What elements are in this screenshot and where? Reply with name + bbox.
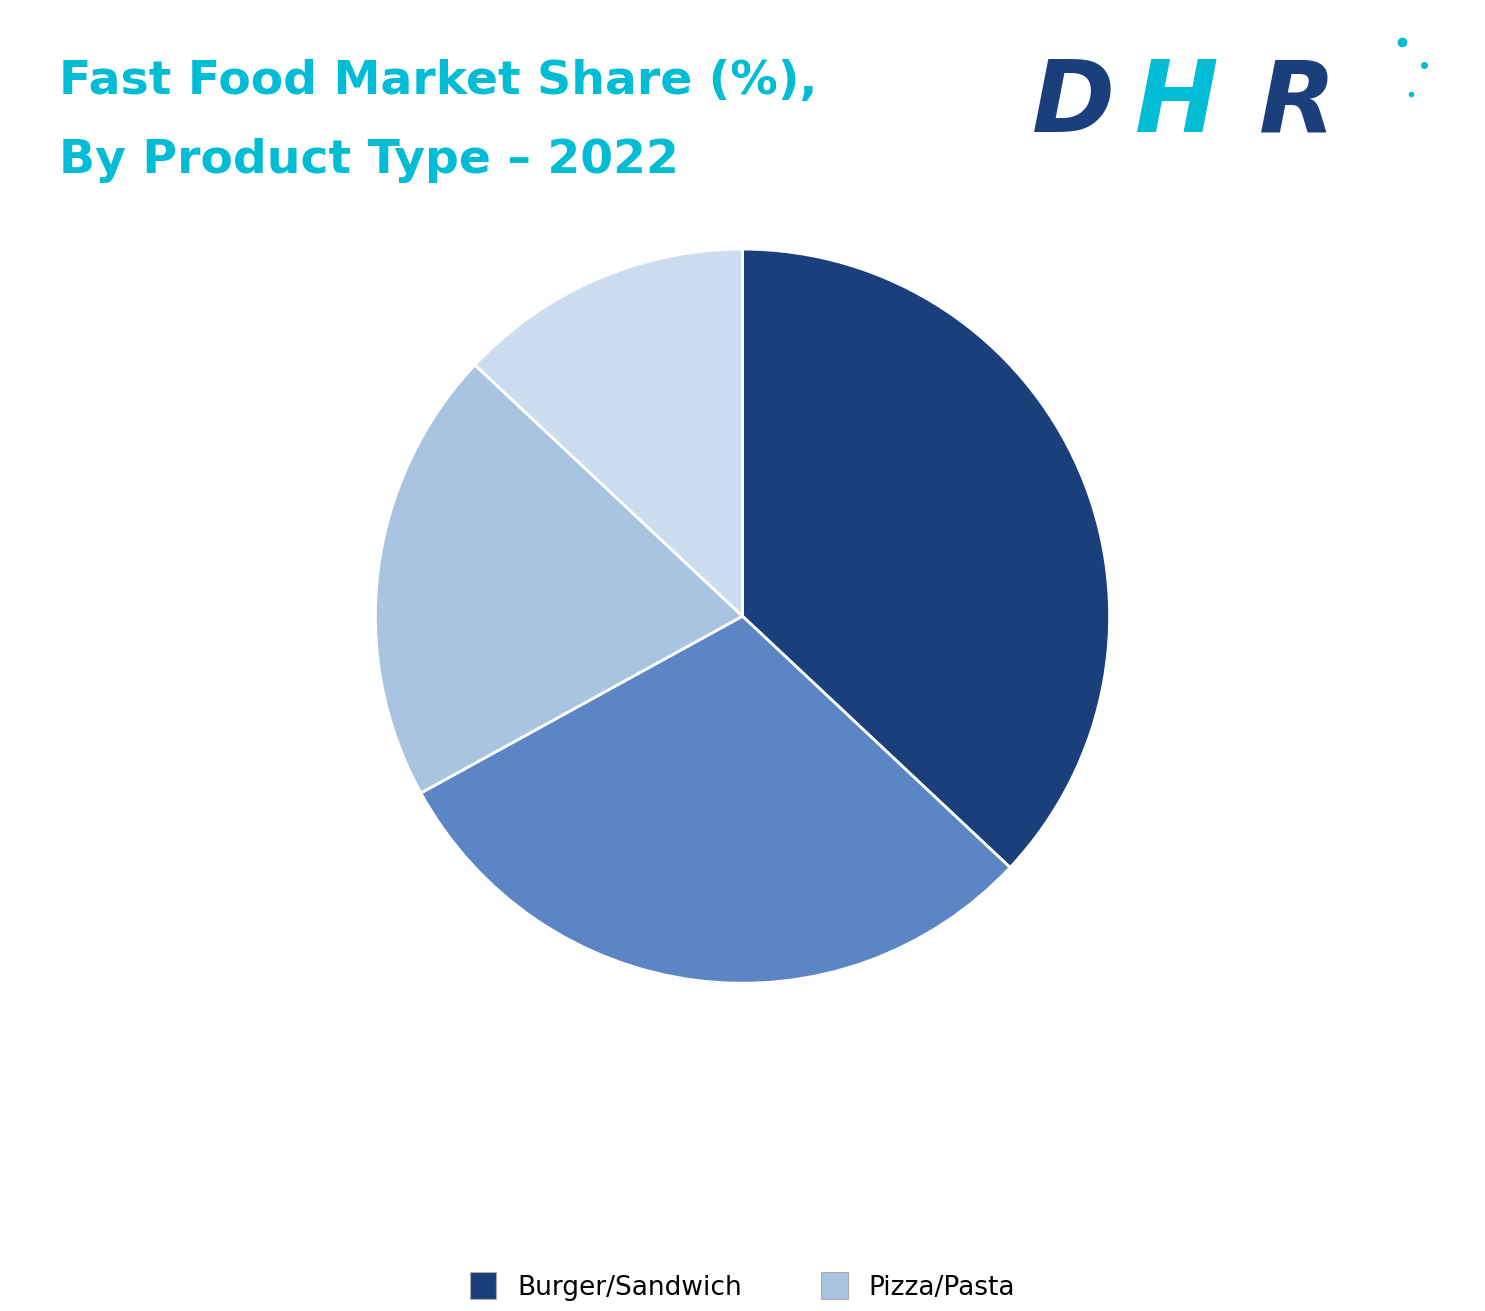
Text: R: R xyxy=(1259,56,1336,153)
Wedge shape xyxy=(420,616,1010,983)
Wedge shape xyxy=(376,364,742,793)
Text: By Product Type – 2022: By Product Type – 2022 xyxy=(59,138,679,182)
Text: D: D xyxy=(1032,56,1115,153)
Legend: Burger/Sandwich, Chicken, Pizza/Pasta, Others: Burger/Sandwich, Chicken, Pizza/Pasta, O… xyxy=(456,1259,1029,1311)
Wedge shape xyxy=(475,249,742,616)
Text: Fast Food Market Share (%),: Fast Food Market Share (%), xyxy=(59,59,818,104)
Wedge shape xyxy=(742,249,1109,868)
Text: H: H xyxy=(1135,56,1218,153)
